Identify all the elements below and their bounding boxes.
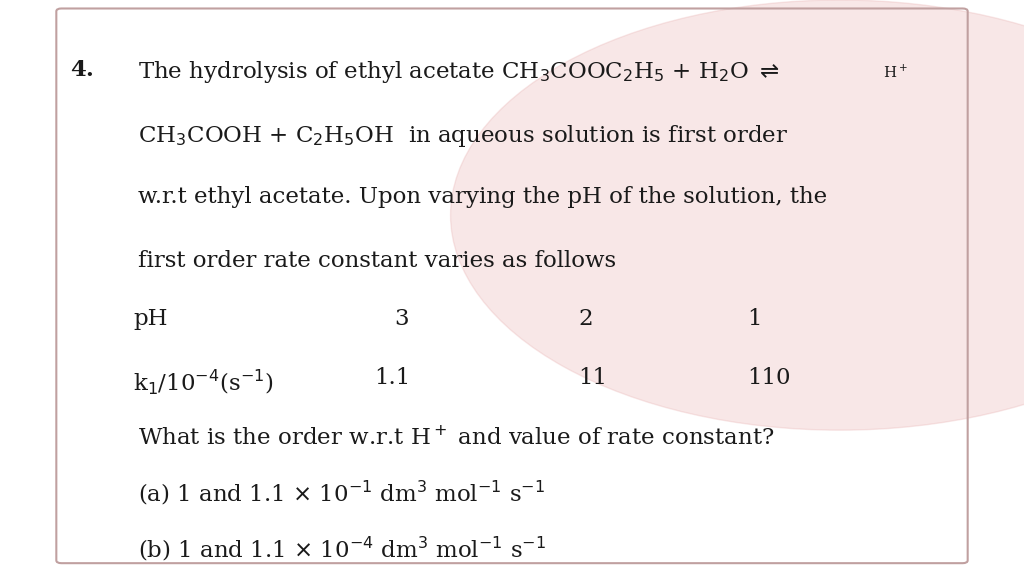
Text: 1.1: 1.1 <box>374 367 410 389</box>
Text: first order rate constant varies as follows: first order rate constant varies as foll… <box>138 250 616 272</box>
Text: w.r.t ethyl acetate. Upon varying the pH of the solution, the: w.r.t ethyl acetate. Upon varying the pH… <box>138 186 827 208</box>
Text: 1: 1 <box>748 308 762 331</box>
Text: H$^+$: H$^+$ <box>883 64 907 82</box>
Text: 3: 3 <box>394 308 409 331</box>
Text: 4.: 4. <box>70 59 93 82</box>
Text: CH$_3$COOH + C$_2$H$_5$OH  in aqueous solution is first order: CH$_3$COOH + C$_2$H$_5$OH in aqueous sol… <box>138 123 788 149</box>
Text: (b) 1 and 1.1 $\times$ 10$^{-4}$ dm$^3$ mol$^{-1}$ s$^{-1}$: (b) 1 and 1.1 $\times$ 10$^{-4}$ dm$^3$ … <box>138 534 547 563</box>
Text: k$_1$/10$^{-4}$(s$^{-1}$): k$_1$/10$^{-4}$(s$^{-1}$) <box>133 367 273 396</box>
Text: What is the order w.r.t H$^+$ and value of rate constant?: What is the order w.r.t H$^+$ and value … <box>138 426 775 450</box>
Text: (a) 1 and 1.1 $\times$ 10$^{-1}$ dm$^3$ mol$^{-1}$ s$^{-1}$: (a) 1 and 1.1 $\times$ 10$^{-1}$ dm$^3$ … <box>138 479 546 507</box>
Circle shape <box>451 0 1024 430</box>
Text: pH: pH <box>133 308 168 331</box>
Text: The hydrolysis of ethyl acetate CH$_3$COOC$_2$H$_5$ + H$_2$O $\rightleftharpoons: The hydrolysis of ethyl acetate CH$_3$CO… <box>138 59 780 85</box>
Text: 11: 11 <box>579 367 607 389</box>
Text: 110: 110 <box>748 367 791 389</box>
Text: 2: 2 <box>579 308 593 331</box>
